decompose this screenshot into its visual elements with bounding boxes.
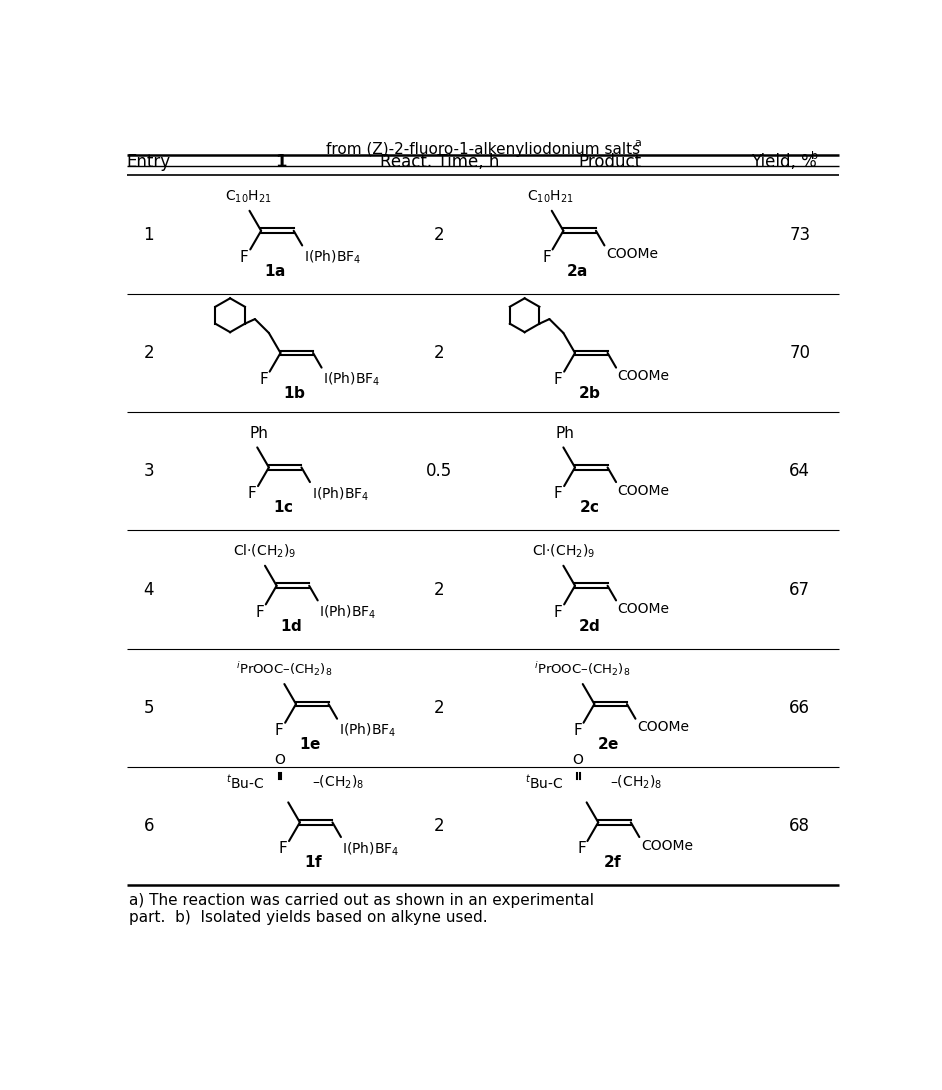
Text: $\mathbf{2f}$: $\mathbf{2f}$ (603, 855, 622, 871)
Text: F: F (275, 723, 284, 738)
Text: $\mathrm{C_{10}H_{21}}$: $\mathrm{C_{10}H_{21}}$ (527, 189, 574, 205)
Text: 64: 64 (789, 462, 810, 481)
Text: F: F (577, 841, 586, 857)
Text: 6: 6 (143, 818, 154, 835)
Text: $^i$PrOOC–(CH$_2)_8$: $^i$PrOOC–(CH$_2)_8$ (534, 659, 631, 678)
Text: Ph: Ph (250, 426, 268, 441)
Text: $\mathbf{1b}$: $\mathbf{1b}$ (283, 385, 306, 401)
Text: 2: 2 (434, 699, 445, 717)
Text: F: F (574, 723, 582, 738)
Text: part.  b)  Isolated yields based on alkyne used.: part. b) Isolated yields based on alkyne… (129, 910, 488, 925)
Text: $^t$Bu-C: $^t$Bu-C (226, 774, 265, 791)
Text: 73: 73 (789, 226, 810, 244)
Text: I(Ph)BF$_4$: I(Ph)BF$_4$ (323, 371, 381, 388)
Text: $\mathbf{1c}$: $\mathbf{1c}$ (272, 499, 293, 516)
Text: 2: 2 (434, 581, 445, 598)
Text: COOMe: COOMe (641, 838, 693, 852)
Text: 2: 2 (434, 344, 445, 362)
Text: 0.5: 0.5 (426, 462, 452, 481)
Text: $\mathbf{2a}$: $\mathbf{2a}$ (566, 263, 588, 279)
Text: F: F (240, 250, 249, 265)
Text: $\mathbf{2d}$: $\mathbf{2d}$ (577, 618, 600, 633)
Text: I(Ph)BF$_4$: I(Ph)BF$_4$ (343, 840, 399, 858)
Text: 2: 2 (434, 818, 445, 835)
Text: 1: 1 (275, 153, 286, 171)
Text: COOMe: COOMe (618, 484, 670, 498)
Text: $\mathrm{C_{10}H_{21}}$: $\mathrm{C_{10}H_{21}}$ (224, 189, 271, 205)
Text: I(Ph)BF$_4$: I(Ph)BF$_4$ (312, 485, 368, 502)
Text: F: F (554, 605, 562, 619)
Text: $^t$Bu-C: $^t$Bu-C (525, 774, 563, 791)
Text: Cl·(CH$_2)_9$: Cl·(CH$_2)_9$ (531, 542, 595, 559)
Text: F: F (248, 486, 256, 501)
Text: React. Time, h: React. Time, h (380, 153, 499, 171)
Text: 66: 66 (789, 699, 810, 717)
Text: O: O (573, 753, 583, 767)
Text: b: b (811, 152, 819, 161)
Text: O: O (274, 753, 285, 767)
Text: $\mathbf{2e}$: $\mathbf{2e}$ (597, 736, 620, 752)
Text: 2: 2 (434, 226, 445, 244)
Text: a) The reaction was carried out as shown in an experimental: a) The reaction was carried out as shown… (129, 894, 594, 908)
Text: $\mathbf{1a}$: $\mathbf{1a}$ (264, 263, 286, 279)
Text: Entry: Entry (126, 153, 171, 171)
Text: I(Ph)BF$_4$: I(Ph)BF$_4$ (338, 722, 396, 739)
Text: 5: 5 (143, 699, 154, 717)
Text: F: F (554, 486, 562, 501)
Text: $\mathbf{2b}$: $\mathbf{2b}$ (577, 385, 600, 401)
Text: 4: 4 (143, 581, 154, 598)
Text: 3: 3 (143, 462, 154, 481)
Text: –(CH$_2)_8$: –(CH$_2)_8$ (609, 774, 662, 791)
Text: 68: 68 (789, 818, 810, 835)
Text: a: a (634, 138, 641, 148)
Text: I(Ph)BF$_4$: I(Ph)BF$_4$ (303, 249, 361, 266)
Text: Ph: Ph (556, 426, 575, 441)
Text: $\mathbf{1d}$: $\mathbf{1d}$ (280, 618, 301, 633)
Text: 70: 70 (789, 344, 810, 362)
Text: Yield, %: Yield, % (752, 153, 817, 171)
Text: 1: 1 (143, 226, 154, 244)
Text: COOMe: COOMe (637, 720, 689, 735)
Text: COOMe: COOMe (606, 247, 658, 261)
Text: I(Ph)BF$_4$: I(Ph)BF$_4$ (319, 604, 377, 621)
Text: 67: 67 (789, 581, 810, 598)
Text: COOMe: COOMe (618, 602, 670, 616)
Text: 2: 2 (143, 344, 154, 362)
Text: from (Z)-2-fluoro-1-alkenyliodonium salts: from (Z)-2-fluoro-1-alkenyliodonium salt… (326, 143, 640, 157)
Text: Cl·(CH$_2)_9$: Cl·(CH$_2)_9$ (234, 542, 297, 559)
Text: $^i$PrOOC–(CH$_2)_8$: $^i$PrOOC–(CH$_2)_8$ (236, 659, 333, 678)
Text: $\mathbf{1e}$: $\mathbf{1e}$ (299, 736, 321, 752)
Text: F: F (259, 372, 268, 387)
Text: COOMe: COOMe (618, 370, 670, 384)
Text: F: F (255, 605, 264, 619)
Text: $\mathbf{1f}$: $\mathbf{1f}$ (304, 855, 323, 871)
Text: –(CH$_2)_8$: –(CH$_2)_8$ (312, 774, 364, 791)
Text: Product: Product (578, 153, 642, 171)
Text: F: F (554, 372, 562, 387)
Text: F: F (543, 250, 551, 265)
Text: F: F (279, 841, 287, 857)
Text: $\mathbf{2c}$: $\mathbf{2c}$ (578, 499, 599, 516)
